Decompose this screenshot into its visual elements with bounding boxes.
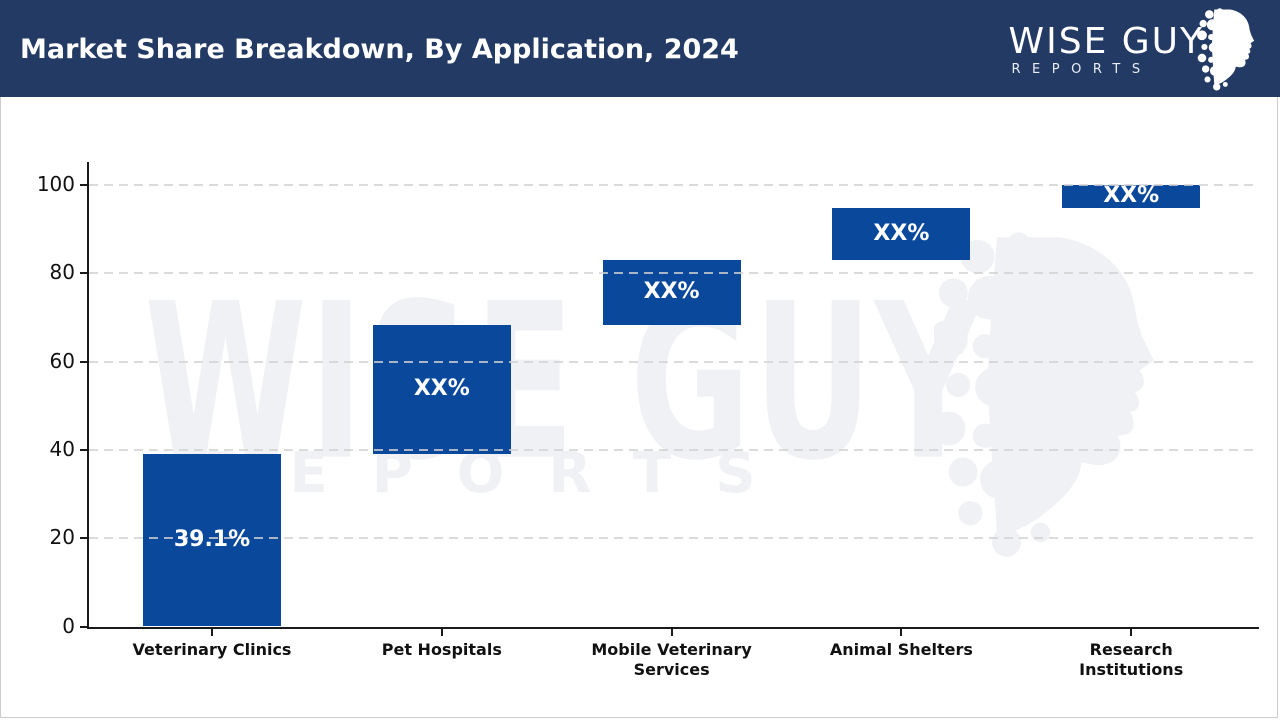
brand-name: WISE GUY <box>1008 20 1204 62</box>
brand-subtitle: REPORTS <box>1011 62 1152 78</box>
plot-area: 0 20 40 60 80 100 39.1% Veterinary Clinics XX% Pe… <box>1 97 1277 717</box>
x-tick-label: Animal Shelters <box>829 639 973 659</box>
bar-segment <box>832 207 971 260</box>
gridline <box>89 360 1257 363</box>
x-tick-mark <box>1130 628 1133 636</box>
y-tick-mark <box>80 272 87 275</box>
header-bar: Market Share Breakdown, By Application, … <box>0 0 1280 97</box>
x-tick-label: Research Institutions <box>1079 639 1184 680</box>
watermark-text-1: WISE GUY <box>144 257 984 508</box>
page-title: Market Share Breakdown, By Application, … <box>20 34 739 65</box>
brand-text: WISE GUY REPORTS <box>1008 20 1205 78</box>
y-tick-label: 60 <box>49 348 75 373</box>
gridline <box>89 272 1257 275</box>
y-tick-mark <box>80 184 87 186</box>
bar-value-label: 39.1% <box>173 527 251 553</box>
gridline <box>89 537 1257 540</box>
y-tick-label: 100 <box>36 172 75 196</box>
x-tick-mark <box>211 628 213 636</box>
y-tick-mark <box>80 537 87 540</box>
y-axis-line <box>87 162 89 629</box>
bar-segment <box>602 259 741 325</box>
bar-value-label: XX% <box>413 376 470 402</box>
bar-value-label: XX% <box>1103 183 1160 209</box>
x-tick-mark <box>900 628 903 636</box>
bar-segment <box>372 324 511 454</box>
bar-segment <box>143 453 281 627</box>
y-tick-label: 0 <box>62 613 75 638</box>
x-tick-label: Pet Hospitals <box>381 639 502 659</box>
bar-segment <box>1062 185 1201 208</box>
brand-logo: WISE GUY REPORTS <box>1009 6 1271 94</box>
x-axis-line <box>87 626 1259 629</box>
y-tick-label: 20 <box>49 525 75 550</box>
y-tick-mark <box>80 625 87 628</box>
chart-panel: WISE GUY REPORTS 0 20 40 60 80 100 39.1% Veteri… <box>0 97 1278 718</box>
bar-value-label: XX% <box>873 220 930 246</box>
y-tick-mark <box>80 360 87 363</box>
x-tick-mark <box>440 628 443 636</box>
bar-value-label: XX% <box>643 279 700 305</box>
x-tick-mark <box>670 628 673 636</box>
y-tick-mark <box>80 448 87 451</box>
x-tick-label: Veterinary Clinics <box>132 639 292 659</box>
gridline <box>89 184 1257 186</box>
y-tick-label: 40 <box>49 436 75 461</box>
gridline <box>89 448 1257 451</box>
x-tick-label: Mobile Veterinary Services <box>591 639 752 680</box>
y-tick-label: 80 <box>49 260 75 285</box>
